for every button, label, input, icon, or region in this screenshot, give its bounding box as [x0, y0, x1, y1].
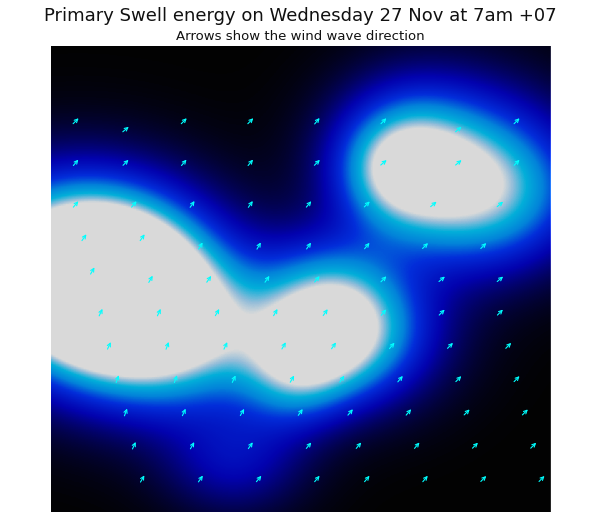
- Text: Primary Swell energy on Wednesday 27 Nov at 7am +07: Primary Swell energy on Wednesday 27 Nov…: [44, 7, 557, 25]
- Text: Arrows show the wind wave direction: Arrows show the wind wave direction: [176, 30, 425, 44]
